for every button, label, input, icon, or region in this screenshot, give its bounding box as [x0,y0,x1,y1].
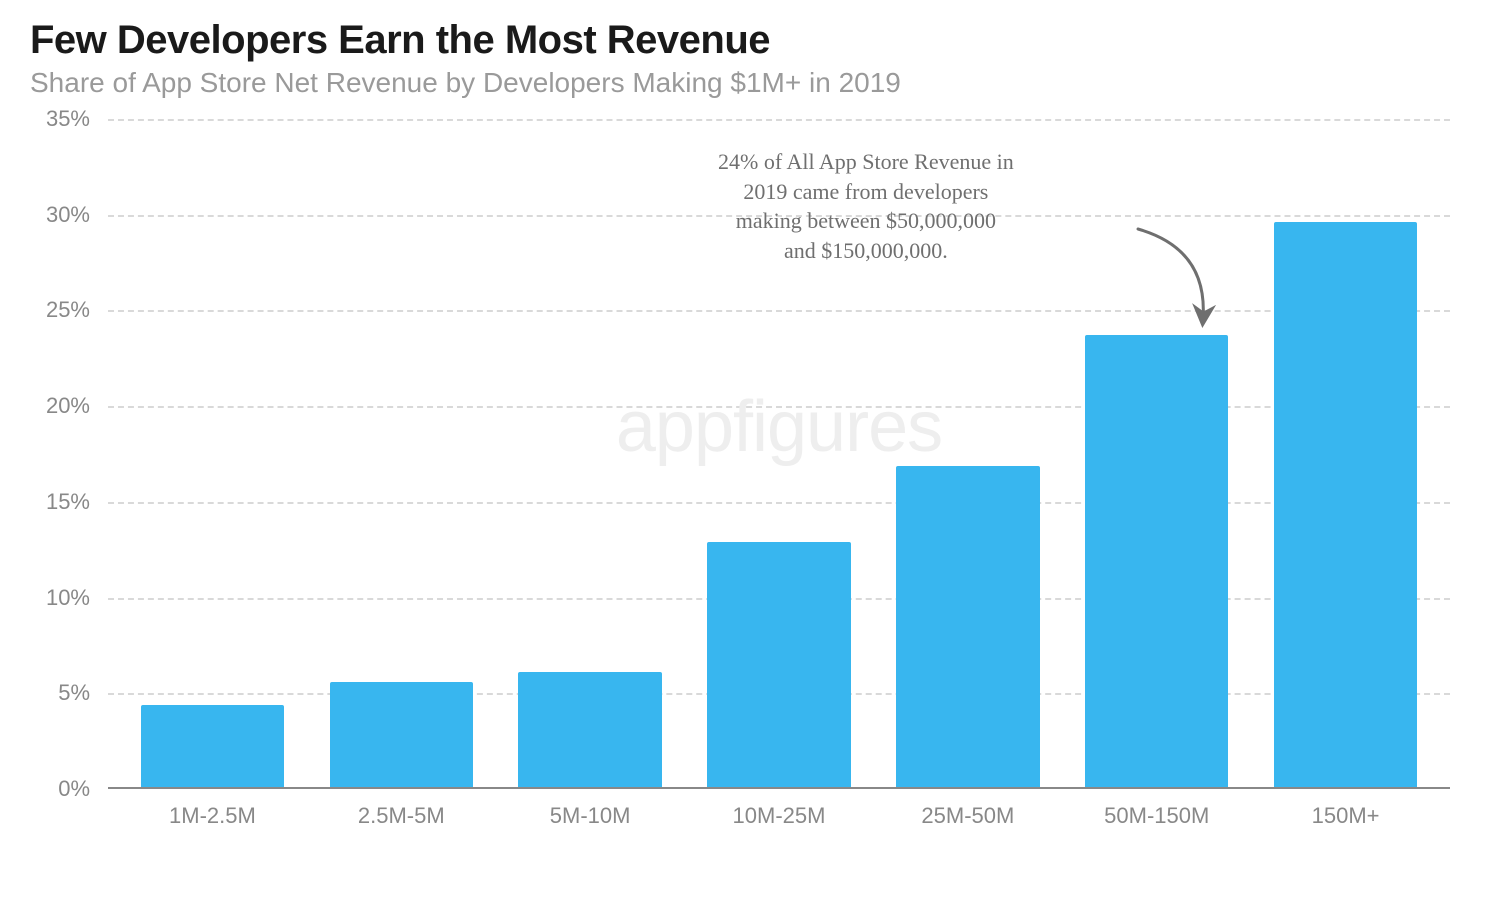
y-axis-label: 20% [46,393,108,419]
bar [707,542,851,789]
y-axis-label: 15% [46,489,108,515]
bar-slot [307,119,496,789]
x-axis-label: 150M+ [1251,803,1440,849]
x-axis-label: 25M-50M [873,803,1062,849]
chart-container: Few Developers Earn the Most Revenue Sha… [0,0,1500,904]
bar [1085,335,1229,789]
x-axis-labels: 1M-2.5M2.5M-5M5M-10M10M-25M25M-50M50M-15… [108,789,1450,849]
y-axis-label: 0% [58,776,108,802]
bar [330,682,474,789]
bar-slot [873,119,1062,789]
bar-slot [496,119,685,789]
bars-group [108,119,1450,789]
bar-slot [1251,119,1440,789]
bar [518,672,662,789]
bar [141,705,285,789]
x-axis-label: 50M-150M [1062,803,1251,849]
bar-slot [118,119,307,789]
y-axis-label: 10% [46,585,108,611]
x-axis-label: 5M-10M [496,803,685,849]
bar-slot [1062,119,1251,789]
bar-slot [685,119,874,789]
y-axis-label: 30% [46,202,108,228]
chart-title: Few Developers Earn the Most Revenue [30,18,1460,63]
chart-area: appfigures 24% of All App Store Revenue … [30,119,1460,849]
bar [1274,222,1418,789]
y-axis-label: 25% [46,297,108,323]
x-axis-label: 2.5M-5M [307,803,496,849]
x-axis-label: 1M-2.5M [118,803,307,849]
y-axis-label: 35% [46,106,108,132]
x-axis-label: 10M-25M [685,803,874,849]
bar [896,466,1040,790]
plot-area: appfigures 24% of All App Store Revenue … [108,119,1450,789]
y-axis-label: 5% [58,680,108,706]
chart-subtitle: Share of App Store Net Revenue by Develo… [30,67,1460,99]
